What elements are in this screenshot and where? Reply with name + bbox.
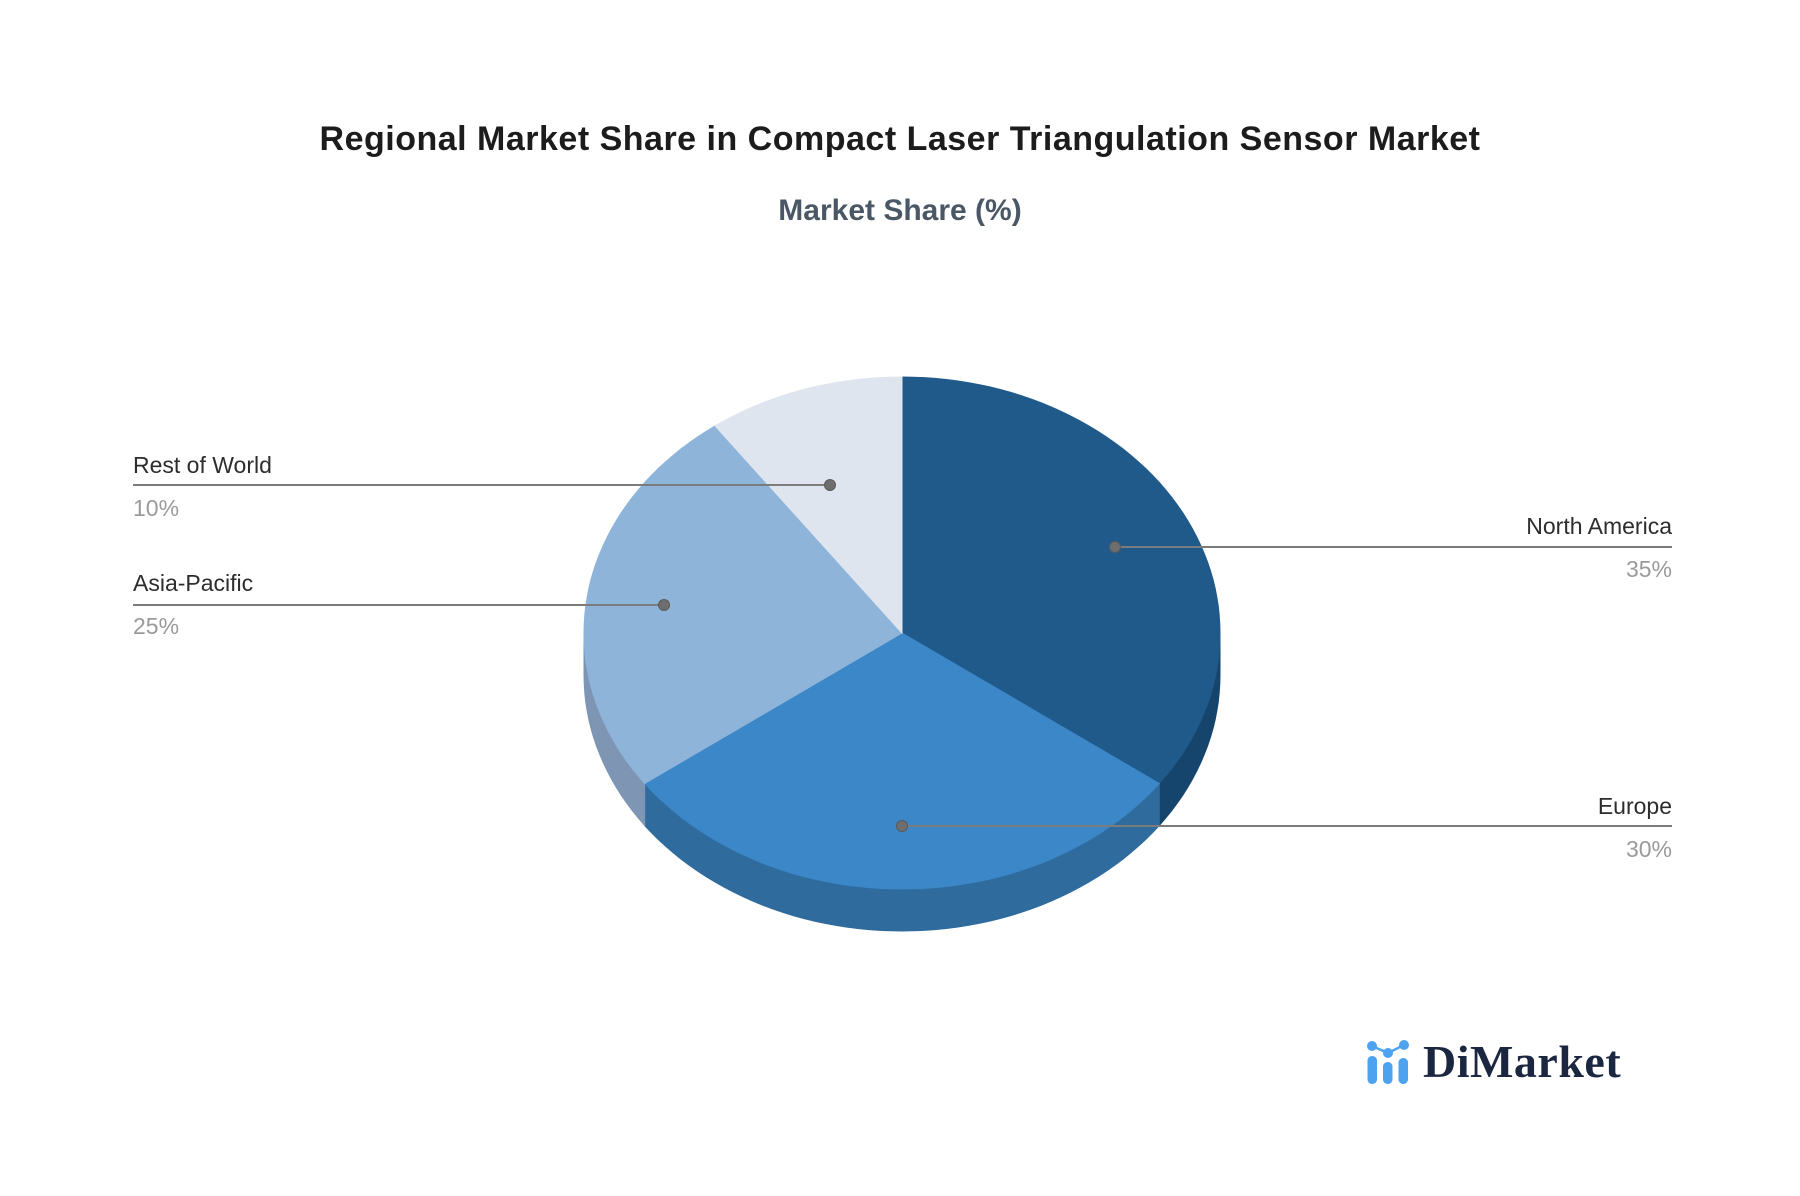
dimarket-logo: DiMarket <box>1367 1036 1621 1088</box>
region-name: Asia-Pacific <box>133 570 254 596</box>
logo-brand-text: DiMarket <box>1423 1036 1622 1087</box>
bar-chart-logo-icon <box>1367 1040 1409 1084</box>
region-name: Europe <box>1597 793 1672 819</box>
slice-callout-europe: Europe 30% <box>1598 793 1672 862</box>
pie-slice-rest-of-world[interactable] <box>714 376 903 635</box>
leader-dot-europe <box>896 820 908 832</box>
region-name: Rest of World <box>133 452 272 478</box>
chart-title: Regional Market Share in Compact Laser T… <box>319 120 1481 158</box>
leader-dot-rest-of-world <box>824 479 836 491</box>
share-percent: 25% <box>133 613 180 639</box>
share-percent: 35% <box>1625 556 1672 582</box>
slice-callout-asia-pacific: Asia-Pacific 25% <box>133 570 253 639</box>
chart-subtitle: Market Share (%) <box>778 194 1022 227</box>
leader-dot-north-america <box>1109 541 1121 553</box>
share-percent: 10% <box>133 495 180 521</box>
pie-slice-north-america[interactable] <box>901 376 1221 785</box>
leader-dot-asia-pacific <box>658 599 670 611</box>
share-percent: 30% <box>1625 836 1672 862</box>
pie-top-faces <box>583 376 1221 890</box>
slice-callout-rest-of-world: Rest of World 10% <box>133 452 272 521</box>
region-name: North America <box>1526 513 1672 539</box>
pie-slice-asia-pacific[interactable] <box>583 425 903 785</box>
slice-callout-north-america: North America 35% <box>1526 513 1672 582</box>
leader-lines <box>133 479 1672 832</box>
